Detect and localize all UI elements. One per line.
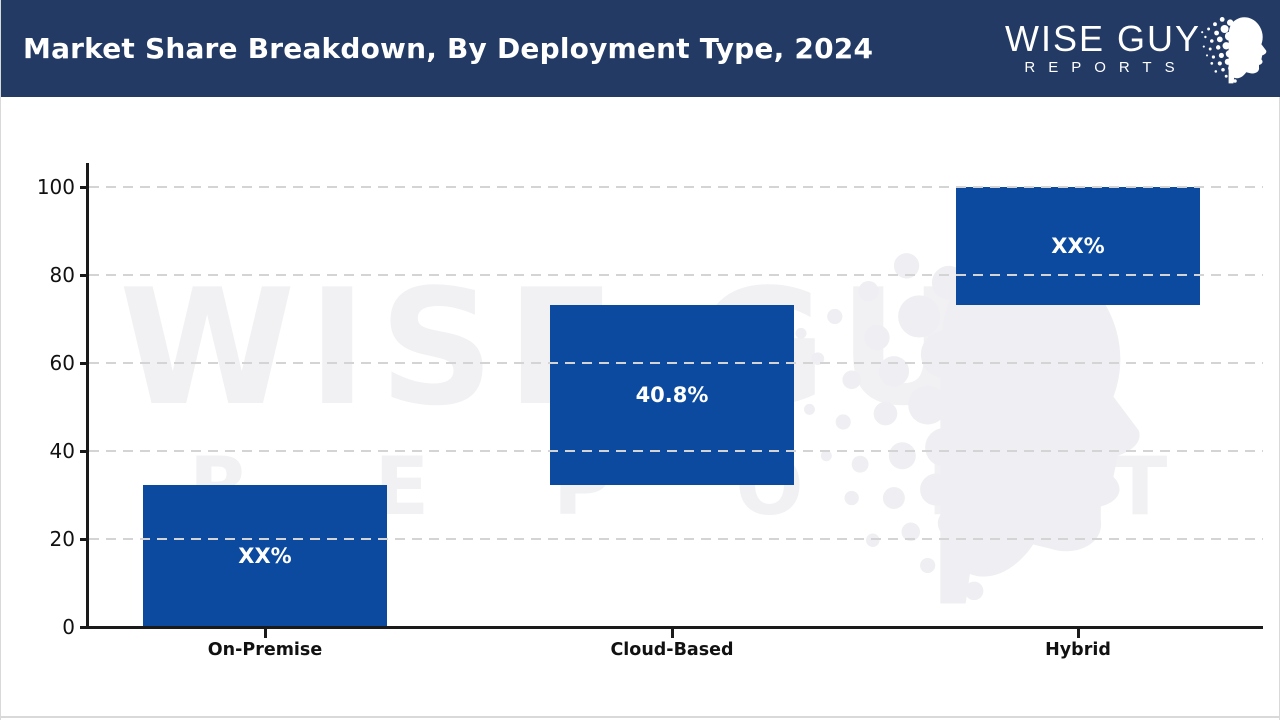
wise-guy-reports-logo: WISE GUY REPORTS — [1005, 9, 1267, 89]
x-category-label: Cloud-Based — [610, 640, 734, 660]
logo-wordmark: WISE GUY — [1004, 18, 1201, 59]
bar-cloud-based: 40.8% — [550, 305, 794, 485]
y-axis-tick — [80, 626, 88, 629]
y-tick-label: 60 — [49, 351, 75, 375]
x-axis-line — [86, 626, 1263, 629]
x-category-label: On-Premise — [207, 640, 323, 660]
logo-face-icon — [1201, 16, 1267, 83]
y-tick-label: 80 — [49, 263, 75, 287]
y-axis-line — [86, 163, 89, 629]
grid-line — [89, 274, 1263, 276]
bar-on-premise: XX% — [143, 484, 387, 627]
bottom-divider — [1, 716, 1280, 718]
y-axis-tick — [80, 186, 88, 189]
grid-line — [89, 538, 1263, 540]
bar-value-label: XX% — [1051, 234, 1105, 259]
logo-text: WISE GUY REPORTS — [1005, 20, 1201, 77]
grid-line — [89, 362, 1263, 364]
x-axis-tick — [1077, 629, 1080, 638]
grid-line — [89, 450, 1263, 452]
y-tick-label: 0 — [62, 615, 75, 639]
grid-line — [89, 186, 1263, 188]
x-axis-tick — [264, 629, 267, 638]
y-tick-label: 20 — [49, 527, 75, 551]
y-axis-tick — [80, 538, 88, 541]
y-tick-label: 40 — [49, 439, 75, 463]
y-axis-tick — [80, 362, 88, 365]
x-category-label: Hybrid — [1045, 640, 1111, 660]
x-axis-tick — [671, 629, 674, 638]
bar-hybrid: XX% — [956, 187, 1200, 306]
chart-title: Market Share Breakdown, By Deployment Ty… — [23, 32, 874, 65]
header-bar: Market Share Breakdown, By Deployment Ty… — [1, 0, 1280, 97]
y-axis-tick — [80, 274, 88, 277]
logo-subtitle: REPORTS — [1024, 59, 1188, 76]
bar-value-label: 40.8% — [635, 383, 709, 408]
y-axis-tick — [80, 450, 88, 453]
bar-value-label: XX% — [238, 543, 292, 568]
y-tick-label: 100 — [36, 175, 75, 199]
